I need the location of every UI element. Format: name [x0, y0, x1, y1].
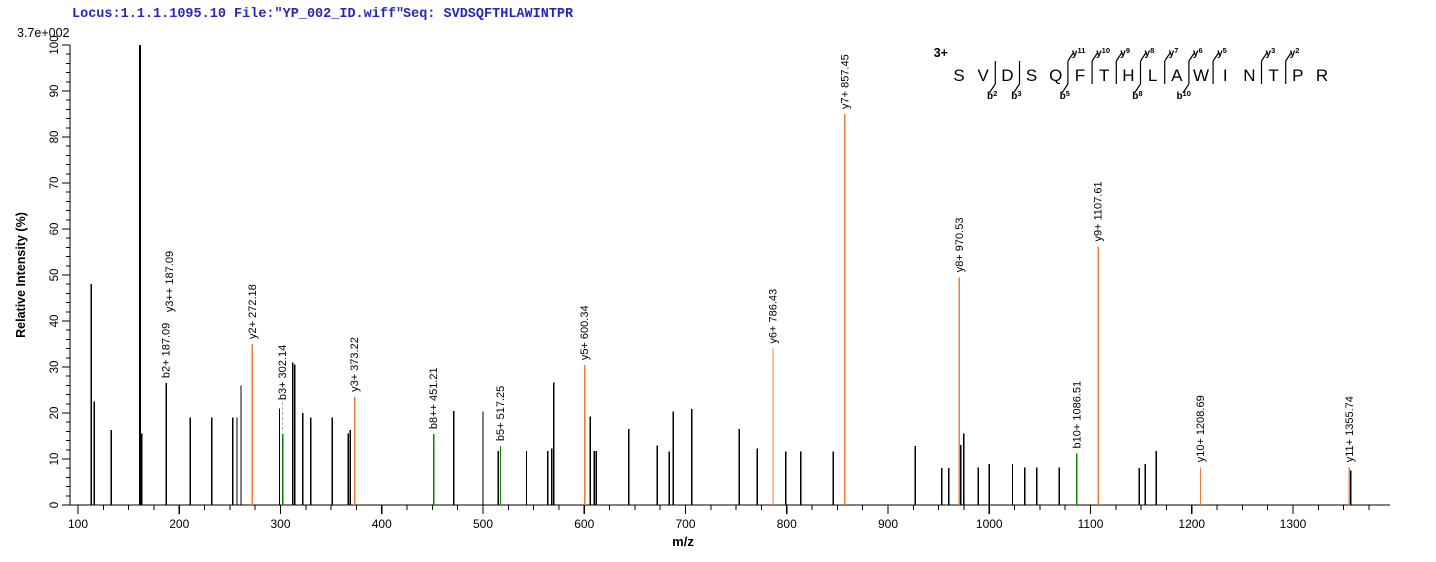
- ion-label: b3+ 302.14: [277, 345, 289, 400]
- y-ion-mark: y7: [1169, 46, 1179, 59]
- y-tick-label: 20: [49, 407, 61, 420]
- residue-letter: R: [1316, 66, 1328, 85]
- y-ion-cut-diagonal: [1164, 51, 1172, 62]
- x-tick-label: 1200: [1178, 517, 1205, 531]
- ion-label: b5+ 517.25: [495, 386, 507, 441]
- y-tick-label: 30: [49, 361, 61, 374]
- ion-label: b2+ 187.09: [161, 323, 173, 378]
- ion-label: y10+ 1208.69: [1195, 395, 1207, 462]
- residue-letter: S: [953, 66, 964, 85]
- y-ion-cut-diagonal: [1188, 51, 1196, 62]
- b-ion-mark: b3: [1011, 89, 1021, 102]
- y-ion-mark: y3: [1266, 46, 1276, 59]
- residue-letter: S: [1026, 66, 1037, 85]
- y-ion-mark: y8: [1145, 46, 1155, 59]
- y-tick-label: 50: [49, 269, 61, 282]
- y-tick-label: 10: [49, 453, 61, 466]
- ion-label: y3+ 373.22: [349, 337, 361, 392]
- residue-letter: F: [1075, 66, 1085, 85]
- peaks-group: [90, 45, 1352, 505]
- residue-letter: V: [978, 66, 990, 85]
- x-tick-label: 600: [574, 517, 594, 531]
- residue-letter: H: [1122, 66, 1134, 85]
- ion-label: y9+ 1107.61: [1093, 181, 1105, 241]
- y-ion-cut-diagonal: [1261, 51, 1268, 62]
- y-ion-cut-diagonal: [1091, 51, 1099, 62]
- y-ion-mark: y2: [1290, 46, 1300, 59]
- ion-label: b8++ 451.21: [428, 367, 440, 429]
- b-ion-mark: b10: [1176, 89, 1190, 102]
- y-ion-mark: y9: [1120, 46, 1130, 59]
- y-ion-cut-diagonal: [1067, 51, 1075, 62]
- residue-letter: T: [1099, 66, 1109, 85]
- residue-letter: I: [1223, 66, 1228, 85]
- b-ion-cut-diagonal: [1182, 83, 1190, 94]
- residue-letter: Q: [1049, 66, 1062, 85]
- x-tick-label: 100: [68, 517, 88, 531]
- residue-letter: N: [1243, 66, 1255, 85]
- x-tick-label: 1000: [976, 517, 1003, 531]
- y-ion-cut-diagonal: [1140, 51, 1147, 62]
- ion-label: y5+ 600.34: [579, 305, 591, 360]
- y-tick-label: 40: [49, 315, 61, 328]
- ion-label-secondary: y3++ 187.09: [164, 251, 176, 312]
- y-ion-mark: y11: [1072, 46, 1086, 59]
- x-tick-label: 900: [878, 517, 898, 531]
- x-tick-label: 1100: [1078, 517, 1104, 531]
- x-tick-label: 700: [675, 517, 695, 531]
- max-intensity-label: 3.7e+002: [17, 26, 70, 40]
- y-tick-label: 90: [49, 85, 61, 98]
- ion-label: y2+ 272.18: [247, 284, 259, 339]
- locus-file-label: Locus:1.1.1.1095.10 File:"YP_002_ID.wiff…: [72, 7, 405, 22]
- y-ion-cut-diagonal: [1285, 51, 1293, 62]
- y-tick-label: 0: [49, 502, 61, 508]
- b-ion-mark: b8: [1132, 89, 1142, 102]
- precursor-charge-label: 3+: [934, 46, 948, 60]
- y-ion-cut-diagonal: [1212, 51, 1220, 62]
- b-ion-mark: b2: [987, 89, 997, 102]
- residue-letter: T: [1268, 66, 1278, 85]
- b-ion-cut-diagonal: [1061, 83, 1069, 94]
- y-axis-title: Relative Intensity (%): [14, 212, 28, 338]
- residue-letter: D: [1001, 66, 1013, 85]
- y-ion-mark: y5: [1217, 46, 1227, 59]
- b-ion-mark: b5: [1060, 89, 1070, 102]
- residue-letter: P: [1292, 66, 1303, 85]
- y-ion-cut-diagonal: [1115, 51, 1123, 62]
- ion-label: y7+ 857.45: [839, 54, 851, 109]
- y-tick-label: 80: [49, 131, 61, 144]
- residue-letter: A: [1171, 66, 1183, 85]
- y-tick-label: 60: [49, 223, 61, 236]
- residue-letter: W: [1193, 66, 1209, 85]
- y-ion-mark: y10: [1096, 46, 1110, 59]
- x-tick-label: 1300: [1280, 517, 1307, 531]
- ion-label: y6+ 786.43: [768, 289, 780, 344]
- y-ion-mark: y6: [1193, 46, 1203, 59]
- x-axis-title: m/z: [672, 534, 694, 549]
- ion-label: y11+ 1355.74: [1344, 396, 1356, 462]
- b-ion-cut-diagonal: [1013, 83, 1020, 94]
- ion-label: y8+ 970.53: [954, 218, 966, 273]
- ion-label: b10+ 1086.51: [1071, 381, 1083, 449]
- b-ion-cut-diagonal: [988, 83, 996, 94]
- x-tick-label: 300: [270, 517, 290, 531]
- residue-letter: L: [1148, 66, 1157, 85]
- y-tick-label: 100: [49, 35, 61, 54]
- b-ion-cut-diagonal: [1134, 83, 1141, 94]
- y-tick-label: 70: [49, 177, 61, 190]
- x-tick-label: 500: [473, 517, 493, 531]
- x-tick-label: 400: [372, 517, 392, 531]
- sequence-label: Seq: SVDSQFTHLAWINTPR: [403, 7, 574, 22]
- x-tick-label: 800: [777, 517, 797, 531]
- axes-group: [62, 44, 1390, 514]
- x-tick-label: 200: [169, 517, 189, 531]
